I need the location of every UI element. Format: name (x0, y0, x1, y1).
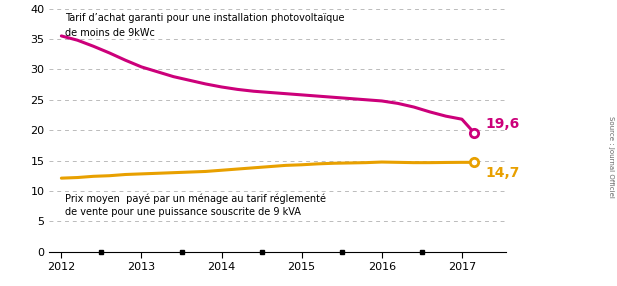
Text: 14,7: 14,7 (485, 166, 520, 180)
Text: Tarif d’achat garanti pour une installation photovoltaïque: Tarif d’achat garanti pour une installat… (65, 13, 345, 23)
Text: de moins de 9kWc: de moins de 9kWc (65, 28, 155, 38)
Text: Source : Journal Officiel: Source : Journal Officiel (608, 116, 614, 198)
Text: Prix moyen  payé par un ménage au tarif réglementé: Prix moyen payé par un ménage au tarif r… (65, 193, 326, 204)
Text: de vente pour une puissance souscrite de 9 kVA: de vente pour une puissance souscrite de… (65, 207, 301, 217)
Text: 19,6: 19,6 (485, 117, 520, 131)
